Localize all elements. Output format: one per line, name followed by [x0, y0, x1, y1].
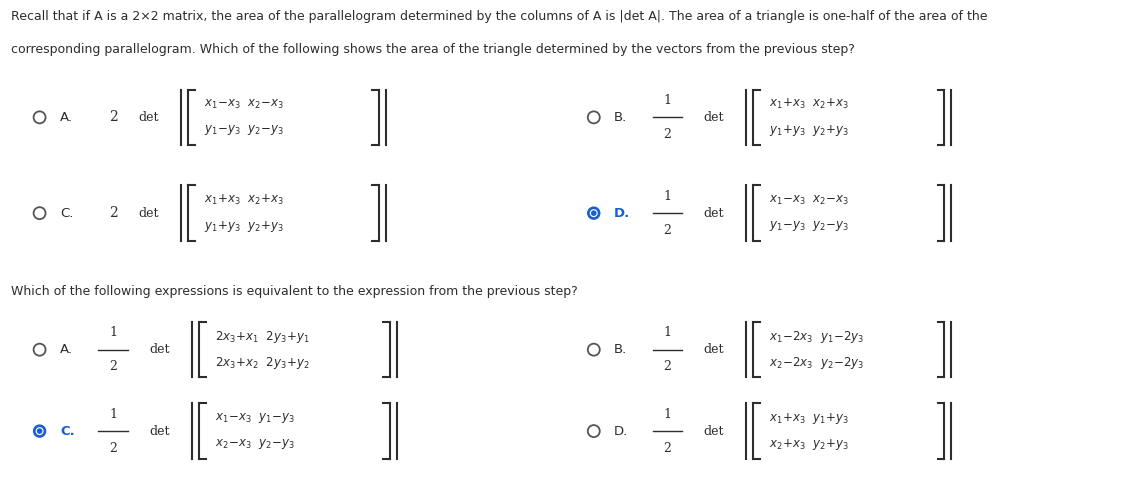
Text: $x_1\!-\!x_3\ \ y_1\!-\!y_3$: $x_1\!-\!x_3\ \ y_1\!-\!y_3$ — [215, 411, 295, 425]
Text: 1: 1 — [663, 408, 672, 421]
Text: det: det — [703, 111, 724, 124]
Text: A.: A. — [60, 111, 72, 124]
Text: det: det — [703, 206, 724, 220]
Text: C.: C. — [60, 424, 75, 438]
Text: det: det — [138, 206, 158, 220]
Text: $y_1\!-\!y_3\ \ y_2\!-\!y_3$: $y_1\!-\!y_3\ \ y_2\!-\!y_3$ — [204, 123, 284, 137]
Text: 2: 2 — [664, 128, 671, 141]
Text: $y_1\!+\!y_3\ \ y_2\!+\!y_3$: $y_1\!+\!y_3\ \ y_2\!+\!y_3$ — [769, 123, 849, 138]
Text: det: det — [703, 343, 724, 356]
Ellipse shape — [588, 207, 599, 219]
Text: det: det — [138, 111, 158, 124]
Text: corresponding parallelogram. Which of the following shows the area of the triang: corresponding parallelogram. Which of th… — [11, 43, 855, 56]
Text: 2: 2 — [110, 360, 116, 373]
Text: D.: D. — [614, 206, 630, 220]
Ellipse shape — [590, 210, 597, 217]
Text: Which of the following expressions is equivalent to the expression from the prev: Which of the following expressions is eq… — [11, 285, 578, 298]
Text: $x_2\!-\!2x_3\ \ y_2\!-\!2y_3$: $x_2\!-\!2x_3\ \ y_2\!-\!2y_3$ — [769, 354, 864, 371]
Text: 2: 2 — [664, 360, 671, 373]
Text: $x_1\!-\!x_3\ \ x_2\!-\!x_3$: $x_1\!-\!x_3\ \ x_2\!-\!x_3$ — [769, 194, 849, 207]
Text: 1: 1 — [663, 94, 672, 107]
Text: B.: B. — [614, 343, 628, 356]
Text: $y_1\!-\!y_3\ \ y_2\!-\!y_3$: $y_1\!-\!y_3\ \ y_2\!-\!y_3$ — [769, 219, 849, 233]
Text: 1: 1 — [109, 326, 118, 339]
Text: 2: 2 — [109, 206, 118, 220]
Text: 1: 1 — [109, 408, 118, 421]
Text: $x_2\!-\!x_3\ \ y_2\!-\!y_3$: $x_2\!-\!x_3\ \ y_2\!-\!y_3$ — [215, 437, 295, 451]
Ellipse shape — [592, 211, 596, 215]
Text: 2: 2 — [110, 442, 116, 455]
Text: det: det — [149, 424, 170, 438]
Text: $x_1\!-\!2x_3\ \ y_1\!-\!2y_3$: $x_1\!-\!2x_3\ \ y_1\!-\!2y_3$ — [769, 329, 864, 345]
Ellipse shape — [36, 428, 43, 434]
Text: $x_1\!+\!x_3\ \ x_2\!+\!x_3$: $x_1\!+\!x_3\ \ x_2\!+\!x_3$ — [204, 193, 284, 207]
Ellipse shape — [37, 429, 42, 433]
Text: $2x_3\!+\!x_1\ \ 2y_3\!+\!y_1$: $2x_3\!+\!x_1\ \ 2y_3\!+\!y_1$ — [215, 329, 310, 345]
Text: 2: 2 — [664, 224, 671, 237]
Text: D.: D. — [614, 424, 629, 438]
Text: $x_1\!-\!x_3\ \ x_2\!-\!x_3$: $x_1\!-\!x_3\ \ x_2\!-\!x_3$ — [204, 98, 284, 111]
Text: $2x_3\!+\!x_2\ \ 2y_3\!+\!y_2$: $2x_3\!+\!x_2\ \ 2y_3\!+\!y_2$ — [215, 354, 310, 371]
Text: C.: C. — [60, 206, 74, 220]
Ellipse shape — [34, 425, 45, 437]
Text: det: det — [703, 424, 724, 438]
Text: B.: B. — [614, 111, 628, 124]
Text: A.: A. — [60, 343, 72, 356]
Text: $y_1\!+\!y_3\ \ y_2\!+\!y_3$: $y_1\!+\!y_3\ \ y_2\!+\!y_3$ — [204, 218, 284, 234]
Text: $x_2\!+\!x_3\ \ y_2\!+\!y_3$: $x_2\!+\!x_3\ \ y_2\!+\!y_3$ — [769, 436, 849, 452]
Text: 1: 1 — [663, 190, 672, 203]
Text: 2: 2 — [109, 110, 118, 125]
Text: det: det — [149, 343, 170, 356]
Text: $x_1\!+\!x_3\ \ y_1\!+\!y_3$: $x_1\!+\!x_3\ \ y_1\!+\!y_3$ — [769, 411, 849, 426]
Text: 1: 1 — [663, 326, 672, 339]
Text: $x_1\!+\!x_3\ \ x_2\!+\!x_3$: $x_1\!+\!x_3\ \ x_2\!+\!x_3$ — [769, 97, 849, 112]
Text: Recall that if A is a 2×2 matrix, the area of the parallelogram determined by th: Recall that if A is a 2×2 matrix, the ar… — [11, 10, 987, 23]
Text: 2: 2 — [664, 442, 671, 455]
